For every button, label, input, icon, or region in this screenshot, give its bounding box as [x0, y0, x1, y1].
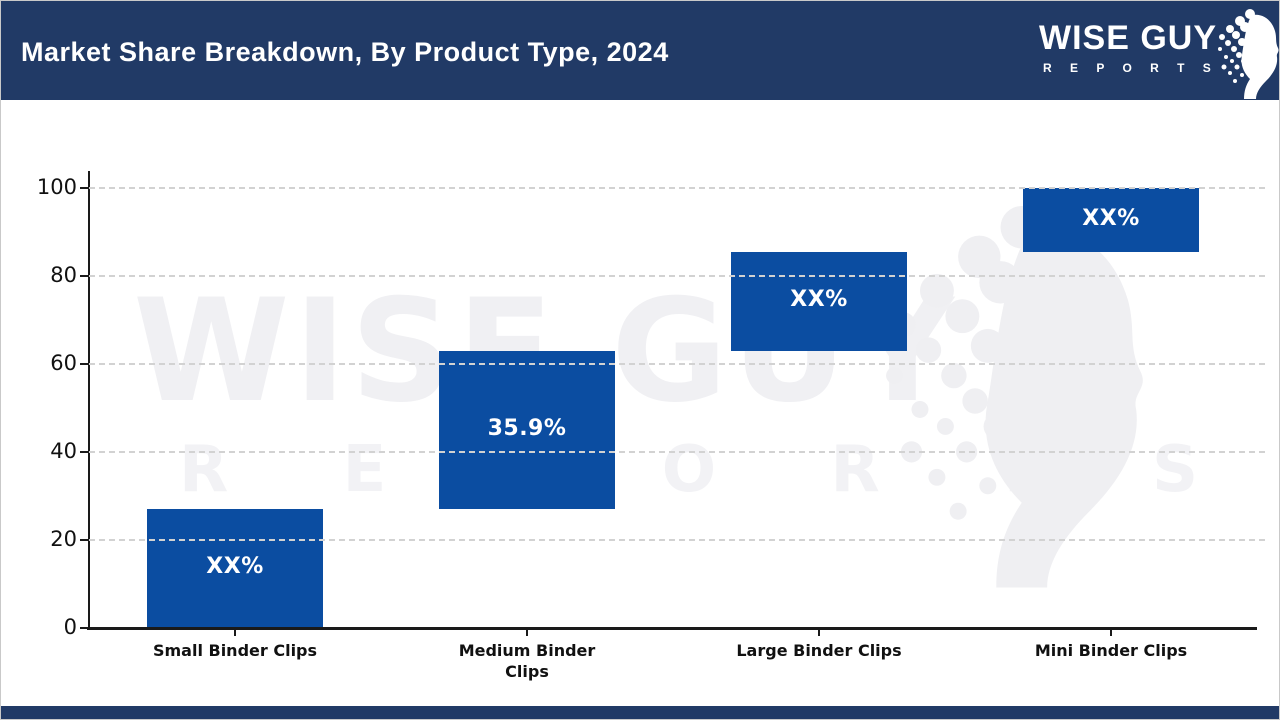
bar-value-label: XX%: [1082, 205, 1140, 231]
wiseguy-head-icon: [1214, 9, 1279, 105]
y-axis-tick: [80, 363, 88, 365]
y-axis-tick: [80, 627, 88, 629]
y-axis-tick: [80, 275, 88, 277]
x-category-label: Small Binder Clips: [152, 641, 318, 660]
gridline: [89, 187, 1265, 189]
bar-value-label: XX%: [790, 287, 848, 313]
logo-reports-text: R E P O R T S: [1043, 61, 1219, 75]
header-bar: Market Share Breakdown, By Product Type,…: [1, 1, 1279, 100]
y-axis-tick: [80, 451, 88, 453]
x-axis-tick: [818, 629, 820, 636]
x-category-label: Medium Binder Clips: [458, 641, 596, 681]
logo-wordmark: WISE GUY: [1039, 19, 1218, 57]
gridline: [89, 451, 1265, 453]
x-category-label: Large Binder Clips: [736, 641, 902, 660]
bar-mini-binder-clips: [1023, 188, 1199, 252]
x-axis-line: [87, 627, 1257, 630]
bar-value-label: 35.9%: [487, 415, 567, 441]
gridline: [89, 539, 1265, 541]
y-axis-line: [88, 171, 90, 630]
x-category-label: Mini Binder Clips: [1034, 641, 1188, 660]
y-axis-tick: [80, 539, 88, 541]
y-tick-label: 0: [63, 615, 77, 639]
x-axis-tick: [234, 629, 236, 636]
x-axis-tick: [1110, 629, 1112, 636]
bar-large-binder-clips: [731, 251, 907, 351]
footer-bar: [1, 706, 1279, 719]
y-tick-label: 20: [50, 527, 77, 551]
y-tick-label: 100: [36, 175, 77, 199]
y-tick-label: 40: [50, 439, 77, 463]
page-title: Market Share Breakdown, By Product Type,…: [21, 37, 669, 67]
bar-value-label: XX%: [206, 554, 264, 580]
bar-small-binder-clips: [147, 508, 323, 628]
gridline: [89, 363, 1265, 365]
y-tick-label: 80: [50, 263, 77, 287]
y-axis-tick: [80, 187, 88, 189]
x-axis-tick: [526, 629, 528, 636]
wiseguy-logo: WISE GUY R E P O R T S: [1039, 9, 1279, 100]
gridline: [89, 275, 1265, 277]
bar-medium-binder-clips: [439, 350, 615, 509]
y-tick-label: 60: [50, 351, 77, 375]
